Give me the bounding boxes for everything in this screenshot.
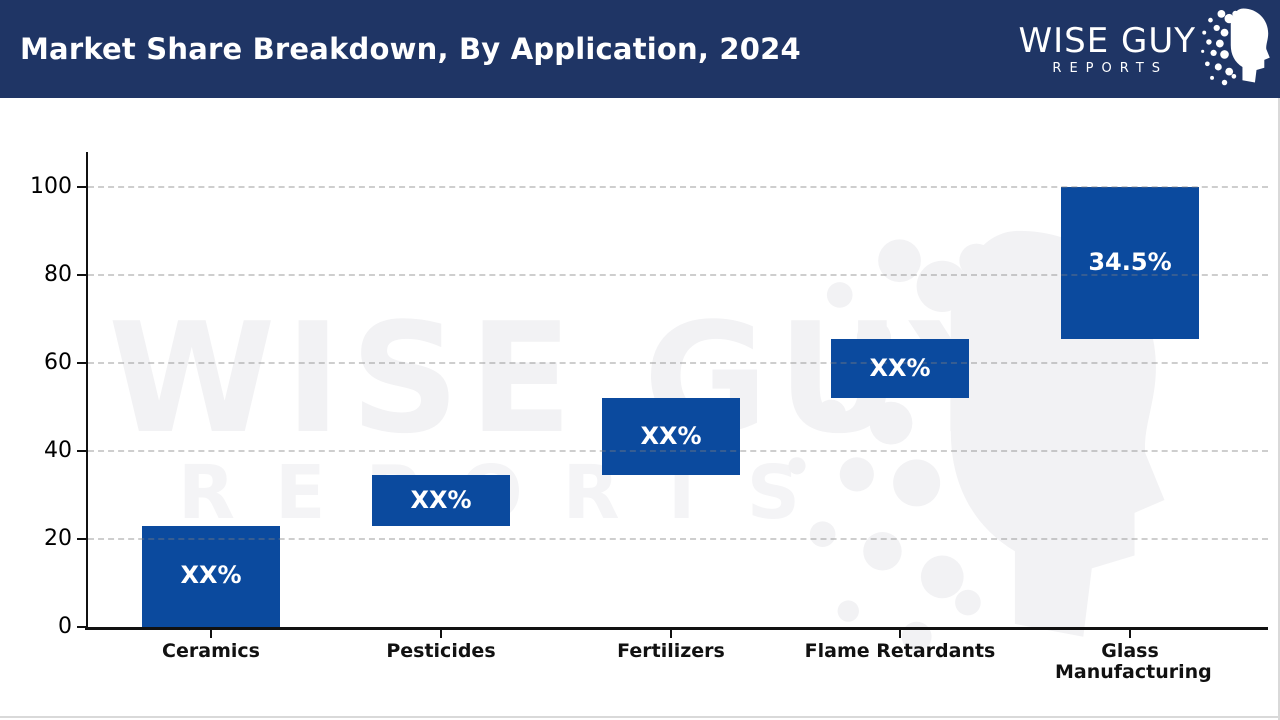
y-axis-tick-label: 80 — [44, 262, 72, 287]
x-axis-tick — [210, 630, 212, 638]
chart-title: Market Share Breakdown, By Application, … — [20, 32, 801, 66]
x-axis-tick — [899, 630, 901, 638]
x-axis-line — [85, 627, 1268, 630]
chart-plot-area: WISE GUY REPORTS 020406080100XX%Ceramics… — [0, 98, 1280, 720]
bar-value-label-flame-retardants: XX% — [869, 353, 931, 382]
y-axis-tick-label: 100 — [30, 174, 72, 199]
x-axis-tick — [670, 630, 672, 638]
x-category-label-fertilizers: Fertilizers — [617, 640, 725, 662]
dotted-head-profile-icon — [1201, 8, 1270, 86]
figure-border-bottom — [0, 716, 1280, 718]
y-axis-tick-label: 20 — [44, 526, 72, 551]
x-category-label-glass-manufacturing: Glass Manufacturing — [1055, 640, 1212, 683]
logo-text: WISE GUY REPORTS — [1018, 23, 1196, 76]
y-axis-line — [86, 152, 88, 629]
gridline-20 — [88, 538, 1268, 540]
bar-value-label-fertilizers: XX% — [640, 421, 702, 450]
x-axis-tick — [1129, 630, 1131, 638]
y-axis-tick — [77, 450, 86, 452]
bar-fertilizers — [602, 398, 740, 476]
y-axis-tick-label: 0 — [58, 614, 72, 639]
header-band: Market Share Breakdown, By Application, … — [0, 0, 1280, 98]
logo-wordmark: WISE GUY — [1018, 20, 1196, 61]
x-category-label-ceramics: Ceramics — [162, 640, 260, 662]
wiseguy-logo: WISE GUY REPORTS — [1018, 0, 1280, 98]
y-axis-tick — [77, 274, 86, 276]
y-axis-tick — [77, 626, 86, 628]
y-axis-tick — [77, 362, 86, 364]
bar-flame-retardants — [831, 338, 969, 399]
x-category-label-pesticides: Pesticides — [386, 640, 496, 662]
y-axis-tick-label: 60 — [44, 350, 72, 375]
gridline-100 — [88, 186, 1268, 188]
y-axis-tick — [77, 538, 86, 540]
bar-ceramics — [142, 525, 280, 627]
bar-value-label-pesticides: XX% — [410, 485, 472, 514]
y-axis-tick-label: 40 — [44, 438, 72, 463]
bar-value-label-glass-manufacturing: 34.5% — [1088, 247, 1172, 276]
figure-border-right — [1278, 98, 1280, 720]
bar-glass-manufacturing — [1061, 187, 1199, 339]
y-axis-tick — [77, 186, 86, 188]
bar-value-label-ceramics: XX% — [180, 561, 242, 590]
gridline-60 — [88, 362, 1268, 364]
x-category-label-flame-retardants: Flame Retardants — [804, 640, 996, 662]
bar-pesticides — [372, 475, 510, 526]
x-axis-tick — [440, 630, 442, 638]
logo-subtext: REPORTS — [1052, 60, 1169, 76]
gridline-40 — [88, 450, 1268, 452]
gridline-80 — [88, 274, 1268, 276]
